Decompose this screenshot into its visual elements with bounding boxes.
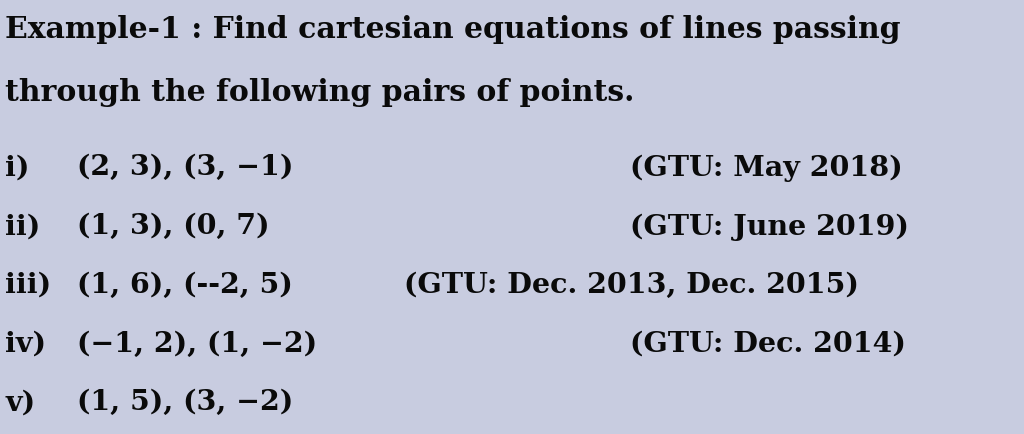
Text: (GTU: May 2018): (GTU: May 2018) <box>630 154 902 181</box>
Text: Example-1 : Find cartesian equations of lines passing: Example-1 : Find cartesian equations of … <box>5 15 901 44</box>
Text: iii): iii) <box>5 271 51 298</box>
Text: (1, 6), (--2, 5): (1, 6), (--2, 5) <box>77 271 293 298</box>
Text: iv): iv) <box>5 330 46 357</box>
Text: ii): ii) <box>5 213 41 240</box>
Text: (GTU: Dec. 2013, Dec. 2015): (GTU: Dec. 2013, Dec. 2015) <box>404 271 859 298</box>
Text: v): v) <box>5 388 36 415</box>
Text: (−1, 2), (1, −2): (−1, 2), (1, −2) <box>77 330 317 357</box>
Text: (1, 3), (0, 7): (1, 3), (0, 7) <box>77 213 269 240</box>
Text: (1, 5), (3, −2): (1, 5), (3, −2) <box>77 388 293 415</box>
Text: i): i) <box>5 154 30 181</box>
Text: through the following pairs of points.: through the following pairs of points. <box>5 78 635 107</box>
Text: (2, 3), (3, −1): (2, 3), (3, −1) <box>77 154 293 181</box>
Text: (GTU: Dec. 2014): (GTU: Dec. 2014) <box>630 330 906 357</box>
Text: (GTU: June 2019): (GTU: June 2019) <box>630 213 908 240</box>
